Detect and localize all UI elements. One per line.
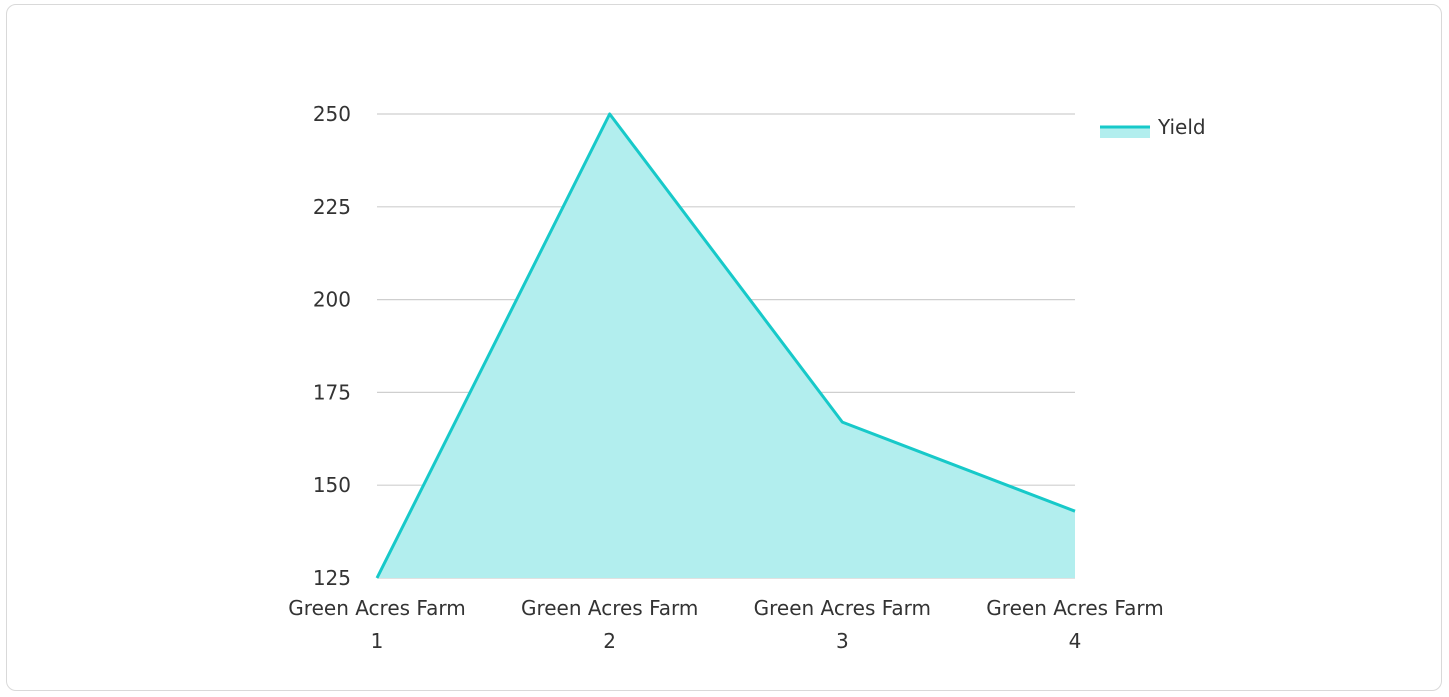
y-tick-label: 225	[313, 195, 351, 219]
legend-swatch-fill	[1100, 126, 1150, 138]
x-axis-ticks: Green Acres Farm 1 Green Acres Farm 2 Green …	[288, 596, 1163, 653]
legend: Yield	[1100, 115, 1206, 139]
y-tick-label: 125	[313, 566, 351, 590]
y-tick-label: 250	[313, 102, 351, 126]
y-tick-label: 150	[313, 473, 351, 497]
y-axis-ticks: 125 150 175 200 225 250	[313, 102, 351, 590]
y-tick-label: 175	[313, 380, 351, 404]
x-tick-label: Green Acres Farm 3	[754, 596, 931, 653]
x-tick-label: Green Acres Farm 1	[288, 596, 465, 653]
series-area	[375, 112, 1076, 579]
x-tick-label: Green Acres Farm 4	[986, 596, 1163, 653]
legend-label-yield: Yield	[1157, 115, 1206, 139]
series-line	[375, 112, 1076, 579]
x-tick-label: Green Acres Farm 2	[521, 596, 698, 653]
y-tick-label: 200	[313, 288, 351, 312]
area-fill	[377, 114, 1075, 578]
